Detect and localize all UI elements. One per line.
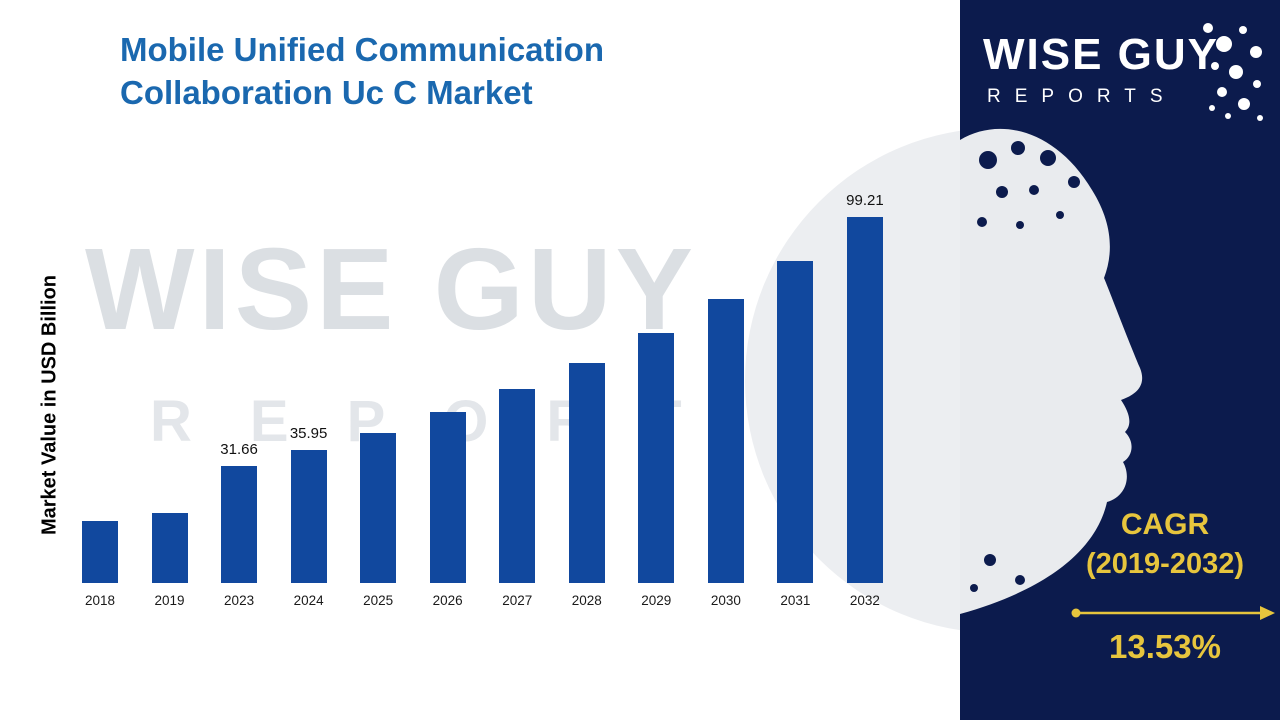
bar-2018 xyxy=(82,521,118,583)
x-axis-label-2030: 2030 xyxy=(710,593,741,608)
face-silhouette-icon xyxy=(960,23,1263,615)
bar-2029 xyxy=(638,333,675,583)
page-title-line2: Collaboration Uc C Market xyxy=(120,74,533,111)
page-title: Mobile Unified Communication Collaborati… xyxy=(120,28,820,114)
bar-2026 xyxy=(429,412,466,583)
bar-2023 xyxy=(221,466,258,583)
x-axis-label-2031: 2031 xyxy=(780,593,811,608)
x-axis-label-2026: 2026 xyxy=(432,593,463,608)
x-axis-label-2028: 2028 xyxy=(571,593,602,608)
x-axis-label-2029: 2029 xyxy=(641,593,672,608)
bar-2031 xyxy=(777,261,814,583)
plot-area: 31.66 35.95 99.21 xyxy=(80,192,902,583)
x-axis-label-2032: 2032 xyxy=(849,593,880,608)
bar-value-label-2032: 99.21 xyxy=(846,192,884,209)
brand-panel xyxy=(960,0,1280,720)
x-axis-label-2024: 2024 xyxy=(293,593,324,608)
cagr-arrow-icon xyxy=(1071,606,1275,620)
cagr-range: (2019-2032) xyxy=(1086,548,1244,580)
x-axis-label-2027: 2027 xyxy=(502,593,533,608)
x-axis-label-2023: 2023 xyxy=(224,593,255,608)
brand-name: WISE GUY xyxy=(983,30,1220,79)
cagr-value: 13.53% xyxy=(1109,628,1221,665)
bar-chart: 31.66 35.95 99.21 2018 2019 2023 2024 2025 2026… xyxy=(80,192,902,636)
y-axis-title: Market Value in USD Billion xyxy=(38,274,61,536)
bar-2027 xyxy=(499,389,536,583)
page-title-line1: Mobile Unified Communication xyxy=(120,31,604,68)
cagr-label: CAGR xyxy=(1120,508,1210,541)
bar-2024 xyxy=(290,450,327,583)
logo-dots-decoration xyxy=(1203,23,1263,121)
brand-reports-label: REPORTS xyxy=(987,86,1177,107)
x-axis-label-2018: 2018 xyxy=(84,593,116,608)
bar-2025 xyxy=(360,433,397,583)
x-axis-labels: 2018 2019 2023 2024 2025 2026 2027 2028 2029 2030… xyxy=(80,593,902,615)
x-axis-label-2019: 2019 xyxy=(154,593,185,608)
x-axis-label-2025: 2025 xyxy=(363,593,394,608)
bar-2019 xyxy=(151,513,188,583)
brand-logo: WISE GUY REPORTS xyxy=(983,32,1219,108)
bar-2032 xyxy=(846,217,883,583)
bar-2028 xyxy=(568,363,605,583)
bar-value-label-2024: 35.95 xyxy=(289,425,328,442)
bar-value-label-2023: 31.66 xyxy=(220,441,258,458)
bar-2030 xyxy=(707,299,744,583)
watermark-line1: WISE GUY xyxy=(85,224,698,354)
